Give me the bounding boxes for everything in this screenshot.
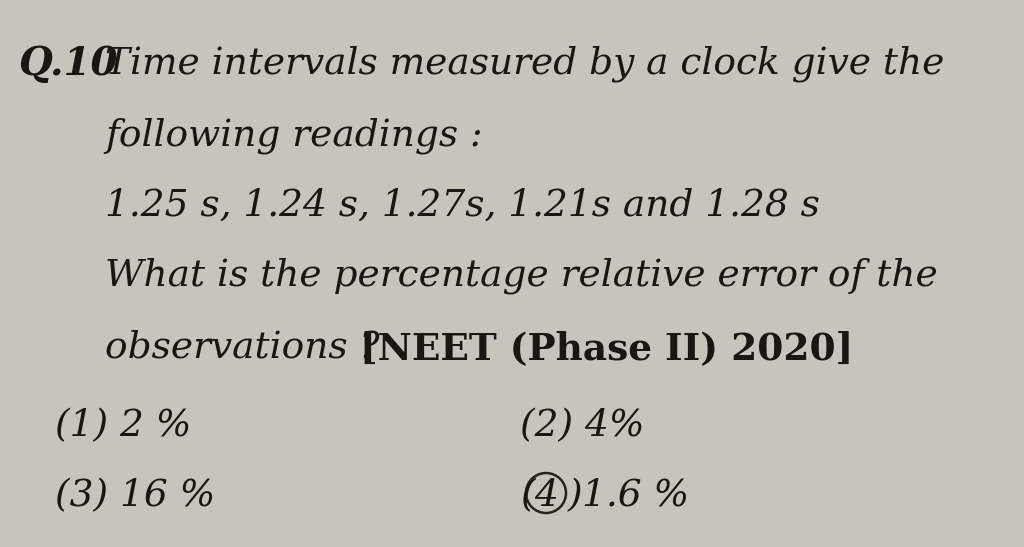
Text: 1.6 %: 1.6 % [582, 478, 689, 514]
Text: (1) 2 %: (1) 2 % [55, 408, 191, 444]
Text: Time intervals measured by a clock give the: Time intervals measured by a clock give … [105, 45, 944, 82]
Text: (2) 4%: (2) 4% [520, 408, 644, 444]
Text: 1.25 s, 1.24 s, 1.27s, 1.21s and 1.28 s: 1.25 s, 1.24 s, 1.27s, 1.21s and 1.28 s [105, 188, 820, 224]
Text: ): ) [568, 478, 583, 514]
Text: (: ( [520, 478, 535, 514]
Text: Q.10: Q.10 [18, 45, 118, 83]
Text: following readings :: following readings : [105, 118, 482, 154]
Text: [NEET (Phase II) 2020]: [NEET (Phase II) 2020] [360, 330, 853, 367]
Text: 4: 4 [535, 478, 558, 514]
Text: What is the percentage relative error of the: What is the percentage relative error of… [105, 258, 938, 294]
Text: observations ?: observations ? [105, 330, 380, 366]
Text: (3) 16 %: (3) 16 % [55, 478, 215, 514]
